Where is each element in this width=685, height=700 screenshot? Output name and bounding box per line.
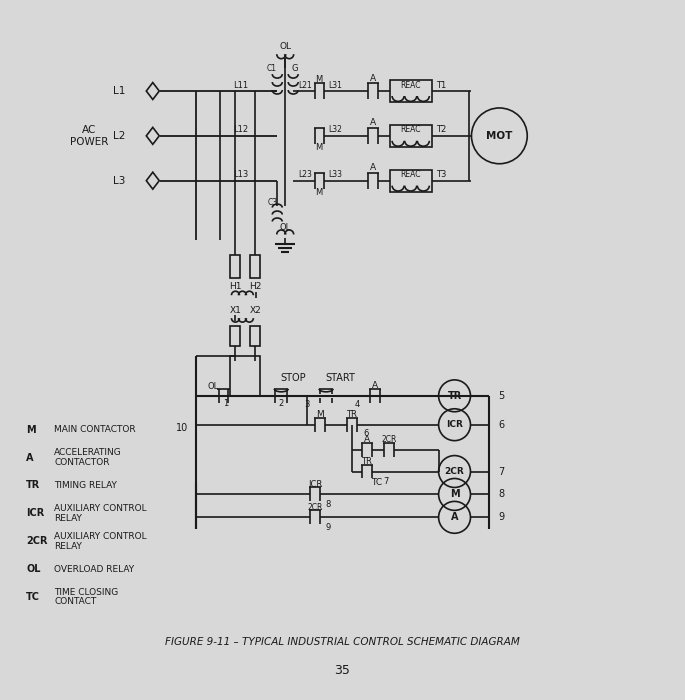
Text: 2CR: 2CR bbox=[381, 435, 397, 444]
Text: REAC: REAC bbox=[401, 80, 421, 90]
Text: OL: OL bbox=[26, 564, 41, 574]
Text: AUXILIARY CONTROL: AUXILIARY CONTROL bbox=[54, 532, 147, 541]
Text: MAIN CONTACTOR: MAIN CONTACTOR bbox=[54, 425, 136, 434]
Text: G: G bbox=[292, 64, 299, 73]
Text: L23: L23 bbox=[298, 170, 312, 179]
Text: 7: 7 bbox=[383, 477, 388, 486]
Text: A: A bbox=[370, 74, 376, 83]
Text: START: START bbox=[325, 373, 355, 383]
Text: OL: OL bbox=[279, 223, 291, 232]
Text: RELAY: RELAY bbox=[54, 542, 82, 551]
Text: TR: TR bbox=[26, 480, 40, 491]
Text: ICR: ICR bbox=[446, 420, 463, 429]
Text: CONTACTOR: CONTACTOR bbox=[54, 458, 110, 467]
Text: 2: 2 bbox=[279, 399, 284, 408]
Text: X1: X1 bbox=[229, 306, 241, 315]
Text: A: A bbox=[364, 435, 370, 444]
Text: L3: L3 bbox=[113, 176, 125, 186]
Bar bbox=[230, 356, 260, 396]
Text: T2: T2 bbox=[436, 125, 447, 134]
Text: L21: L21 bbox=[298, 80, 312, 90]
Text: ICR: ICR bbox=[308, 480, 322, 489]
Text: L32: L32 bbox=[328, 125, 342, 134]
Text: L31: L31 bbox=[328, 80, 342, 90]
Text: L2: L2 bbox=[113, 131, 125, 141]
Text: M: M bbox=[450, 489, 460, 499]
Text: AUXILIARY CONTROL: AUXILIARY CONTROL bbox=[54, 504, 147, 513]
Text: 5: 5 bbox=[498, 391, 504, 401]
Text: L12: L12 bbox=[233, 125, 248, 134]
Text: C1: C1 bbox=[266, 64, 276, 73]
Text: STOP: STOP bbox=[280, 373, 306, 383]
Text: 35: 35 bbox=[334, 664, 350, 677]
Text: A: A bbox=[26, 453, 34, 463]
Text: M: M bbox=[316, 188, 323, 197]
Text: 10: 10 bbox=[175, 423, 188, 433]
Text: TR: TR bbox=[447, 391, 462, 401]
Text: MOT: MOT bbox=[486, 131, 512, 141]
Text: M: M bbox=[26, 425, 36, 435]
Text: C3: C3 bbox=[267, 198, 277, 207]
Text: TC: TC bbox=[371, 478, 382, 487]
Text: OVERLOAD RELAY: OVERLOAD RELAY bbox=[54, 565, 134, 573]
Text: REAC: REAC bbox=[401, 170, 421, 179]
Text: M: M bbox=[316, 144, 323, 153]
Bar bbox=[390, 169, 432, 192]
Text: T1: T1 bbox=[436, 80, 447, 90]
Text: H2: H2 bbox=[249, 282, 262, 290]
Text: 6: 6 bbox=[498, 420, 504, 430]
Text: 8: 8 bbox=[325, 500, 331, 509]
Text: TC: TC bbox=[26, 592, 40, 602]
Text: 2CR: 2CR bbox=[308, 503, 323, 512]
Text: OL: OL bbox=[279, 42, 291, 50]
Text: ACCELERATING: ACCELERATING bbox=[54, 448, 122, 457]
Bar bbox=[230, 326, 240, 346]
Text: 9: 9 bbox=[498, 512, 504, 522]
Text: H1: H1 bbox=[229, 282, 242, 290]
Bar bbox=[251, 256, 260, 279]
Text: REAC: REAC bbox=[401, 125, 421, 134]
Bar bbox=[251, 326, 260, 346]
Text: CONTACT: CONTACT bbox=[54, 598, 97, 606]
Text: AC
POWER: AC POWER bbox=[70, 125, 108, 147]
Text: A: A bbox=[370, 118, 376, 127]
Text: A: A bbox=[372, 382, 378, 391]
Bar bbox=[230, 256, 240, 279]
Bar bbox=[390, 125, 432, 147]
Text: 2CR: 2CR bbox=[26, 536, 48, 546]
Text: M: M bbox=[316, 75, 323, 83]
Text: T3: T3 bbox=[436, 170, 447, 179]
Text: TIMING RELAY: TIMING RELAY bbox=[54, 481, 117, 490]
Text: RELAY: RELAY bbox=[54, 514, 82, 523]
Text: 4: 4 bbox=[354, 400, 360, 410]
Text: L1: L1 bbox=[113, 86, 125, 96]
Text: M: M bbox=[316, 410, 324, 419]
Text: 8: 8 bbox=[498, 489, 504, 499]
Text: L33: L33 bbox=[328, 170, 342, 179]
Text: 3: 3 bbox=[304, 400, 310, 410]
Text: A: A bbox=[370, 163, 376, 172]
Text: 2CR: 2CR bbox=[445, 467, 464, 476]
Text: L13: L13 bbox=[233, 170, 248, 179]
Text: TR: TR bbox=[362, 457, 373, 466]
Text: ICR: ICR bbox=[26, 508, 45, 518]
Text: 9: 9 bbox=[325, 523, 331, 532]
Text: FIGURE 9-11 – TYPICAL INDUSTRIAL CONTROL SCHEMATIC DIAGRAM: FIGURE 9-11 – TYPICAL INDUSTRIAL CONTROL… bbox=[164, 637, 519, 647]
Text: A: A bbox=[451, 512, 458, 522]
Text: OL: OL bbox=[208, 382, 219, 391]
Text: 7: 7 bbox=[498, 466, 504, 477]
Text: X2: X2 bbox=[249, 306, 261, 315]
Text: TIME CLOSING: TIME CLOSING bbox=[54, 587, 119, 596]
Bar bbox=[390, 80, 432, 102]
Text: TR: TR bbox=[347, 410, 358, 419]
Text: 6: 6 bbox=[363, 429, 369, 438]
Text: L11: L11 bbox=[233, 80, 248, 90]
Text: 1: 1 bbox=[223, 399, 228, 408]
